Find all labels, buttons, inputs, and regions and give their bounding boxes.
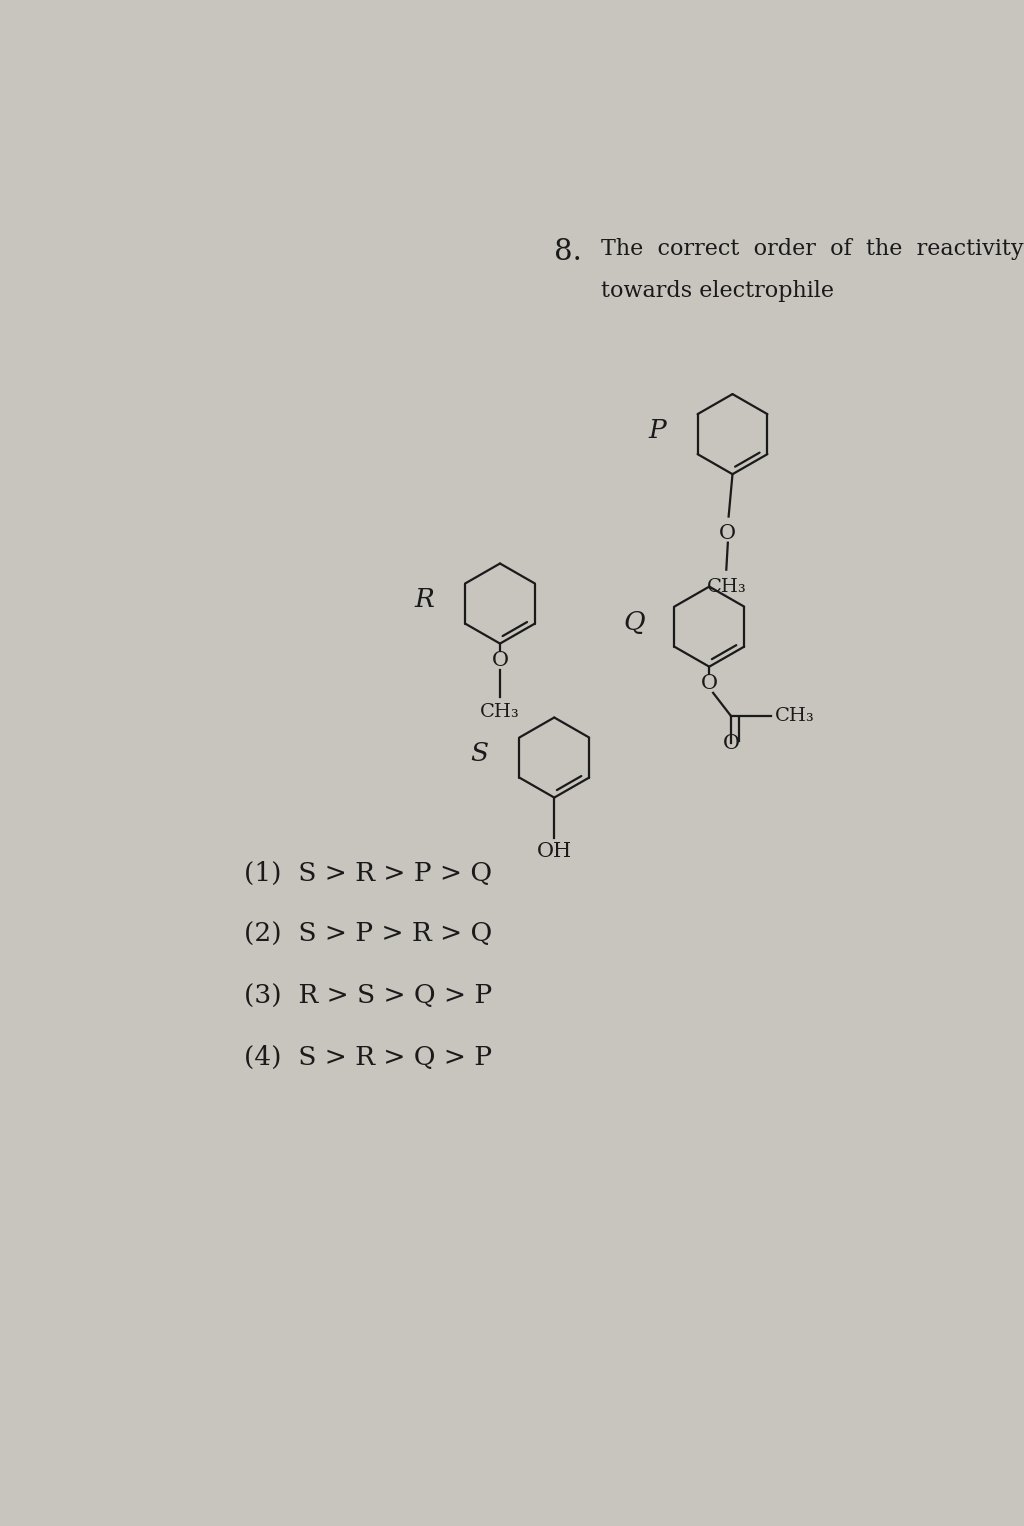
Text: 8.: 8. bbox=[554, 238, 582, 266]
Text: (1)  S > R > P > Q: (1) S > R > P > Q bbox=[245, 861, 493, 885]
Text: OH: OH bbox=[537, 842, 571, 861]
Text: (2)  S > P > R > Q: (2) S > P > R > Q bbox=[245, 922, 493, 948]
Text: S: S bbox=[470, 742, 488, 766]
Text: O: O bbox=[723, 734, 740, 754]
Text: CH₃: CH₃ bbox=[774, 707, 814, 725]
Text: R: R bbox=[415, 588, 435, 612]
Text: O: O bbox=[719, 523, 736, 543]
Text: The  correct  order  of  the  reactivity  of  alkene: The correct order of the reactivity of a… bbox=[601, 238, 1024, 259]
Text: O: O bbox=[492, 652, 509, 670]
Text: (4)  S > R > Q > P: (4) S > R > Q > P bbox=[245, 1045, 493, 1070]
Text: P: P bbox=[648, 418, 667, 443]
Text: CH₃: CH₃ bbox=[480, 703, 520, 722]
Text: (3)  R > S > Q > P: (3) R > S > Q > P bbox=[245, 984, 493, 1009]
Text: O: O bbox=[700, 674, 718, 693]
Text: CH₃: CH₃ bbox=[707, 578, 746, 597]
Text: towards electrophile: towards electrophile bbox=[601, 281, 834, 302]
Text: Q: Q bbox=[624, 610, 645, 635]
